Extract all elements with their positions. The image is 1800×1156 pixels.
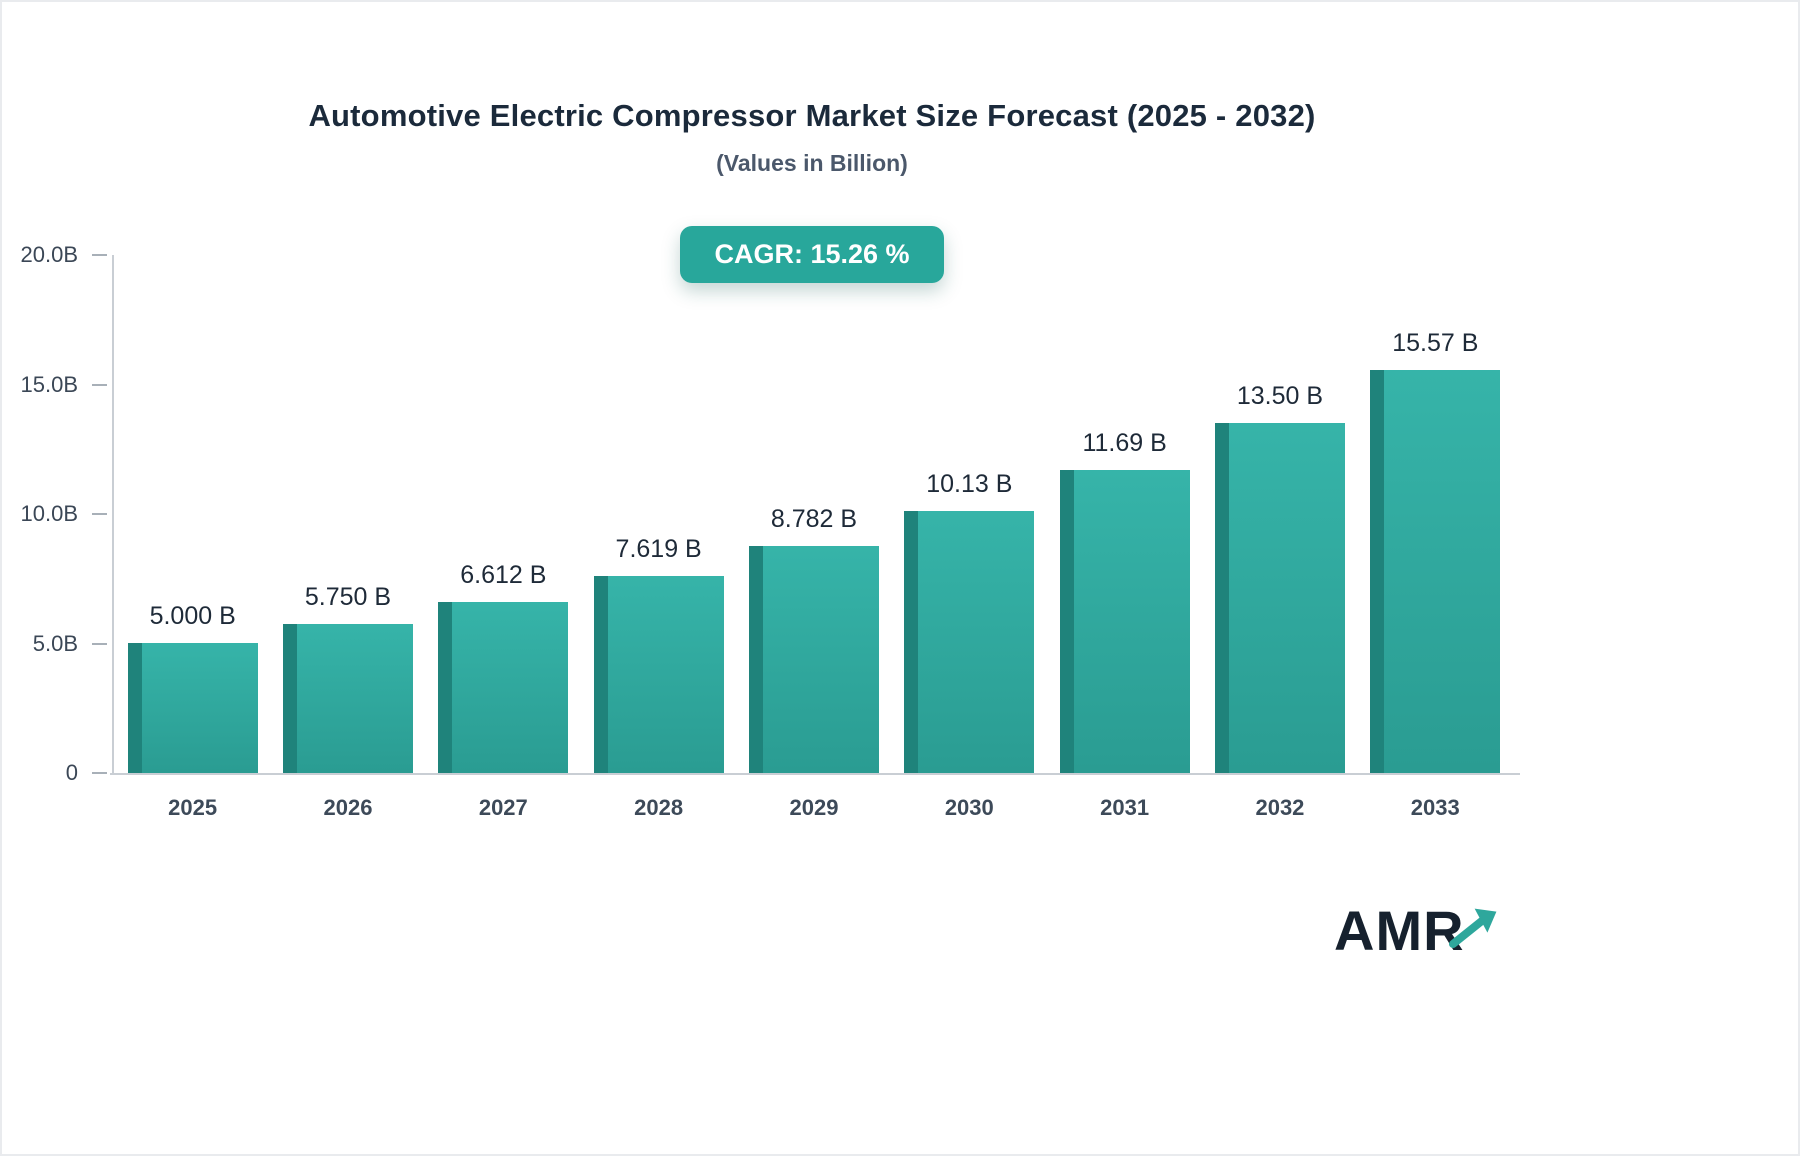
bar-band: 15.57 B 2033 bbox=[1358, 255, 1513, 820]
bar bbox=[748, 546, 879, 773]
x-axis-line bbox=[110, 773, 1520, 775]
bar-face bbox=[607, 576, 724, 773]
bar bbox=[127, 643, 258, 773]
bar-value-label: 5.000 B bbox=[149, 602, 236, 630]
y-tick-dash bbox=[92, 384, 107, 386]
y-tick-dash bbox=[92, 772, 107, 774]
bar-band: 5.750 B 2026 bbox=[270, 255, 425, 820]
bar-value-label: 5.750 B bbox=[304, 583, 392, 611]
bars-container: 5.000 B 2025 5.750 B 2026 6.612 B 2027 7.619 B… bbox=[115, 255, 1513, 820]
y-tick-label: 0 bbox=[65, 760, 78, 785]
bar-face bbox=[918, 511, 1035, 773]
x-axis-label: 2031 bbox=[1100, 795, 1150, 820]
y-tick-label: 15.0B bbox=[20, 372, 79, 397]
bar-value-label: 10.13 B bbox=[926, 470, 1013, 498]
bar-side-shade bbox=[1059, 470, 1074, 773]
bar-value-label: 8.782 B bbox=[770, 505, 858, 533]
bar-side-shade bbox=[127, 643, 142, 773]
bar-band: 13.50 B 2032 bbox=[1202, 255, 1357, 820]
bar-value-label: 11.69 B bbox=[1082, 429, 1167, 457]
bar-value-label: 15.57 B bbox=[1392, 329, 1479, 357]
cagr-badge: CAGR: 15.26 % bbox=[680, 226, 944, 283]
bar-band: 5.000 B 2025 bbox=[115, 255, 270, 820]
bar-value-label: 13.50 B bbox=[1236, 382, 1324, 410]
plot-area: 5.000 B 2025 5.750 B 2026 6.612 B 2027 7.619 B… bbox=[112, 255, 1513, 820]
y-axis: 20.0B 15.0B 10.0B 5.0B 0 bbox=[20, 242, 110, 785]
y-tick-label: 20.0B bbox=[20, 242, 79, 267]
bar-face bbox=[141, 643, 258, 773]
y-tick-dash bbox=[92, 643, 107, 645]
brand-logo-text: AMR bbox=[1334, 899, 1465, 962]
bar-side-shade bbox=[282, 624, 297, 773]
y-tick-dash bbox=[92, 513, 107, 515]
bar-face bbox=[762, 546, 879, 773]
bar-face bbox=[452, 602, 569, 773]
bar-face bbox=[296, 624, 413, 773]
y-tick-label: 10.0B bbox=[20, 501, 79, 526]
bar bbox=[438, 602, 569, 773]
bar bbox=[1214, 423, 1345, 773]
bar-side-shade bbox=[593, 576, 608, 773]
chart-subtitle: (Values in Billion) bbox=[716, 150, 908, 176]
bar bbox=[282, 624, 413, 773]
x-axis-label: 2032 bbox=[1255, 795, 1305, 820]
growth-arrow-icon bbox=[1448, 908, 1496, 948]
cagr-badge-row: CAGR: 15.26 % bbox=[2, 226, 1622, 283]
bar bbox=[1370, 370, 1501, 773]
y-tick-label: 5.0B bbox=[32, 631, 78, 656]
x-axis-label: 2030 bbox=[944, 795, 994, 820]
x-axis-label: 2033 bbox=[1410, 795, 1460, 820]
chart-title: Automotive Electric Compressor Market Si… bbox=[308, 98, 1316, 133]
x-axis-label: 2027 bbox=[478, 795, 528, 820]
bar-band: 8.782 B 2029 bbox=[736, 255, 891, 820]
bar-side-shade bbox=[438, 602, 453, 773]
bar-value-label: 6.612 B bbox=[460, 561, 547, 589]
bar-face bbox=[1228, 423, 1345, 773]
bar-face bbox=[1073, 470, 1190, 773]
bar-value-label: 7.619 B bbox=[615, 535, 702, 563]
bar bbox=[1059, 470, 1190, 773]
bar-band: 11.69 B 2031 bbox=[1047, 255, 1202, 820]
bar-band: 10.13 B 2030 bbox=[892, 255, 1047, 820]
bar-side-shade bbox=[904, 511, 919, 773]
x-axis-label: 2026 bbox=[323, 795, 373, 820]
bar-side-shade bbox=[748, 546, 763, 773]
bar-band: 6.612 B 2027 bbox=[426, 255, 581, 820]
brand-logo: AMR bbox=[1334, 898, 1501, 963]
bar bbox=[593, 576, 724, 773]
y-tick-dash bbox=[92, 254, 107, 256]
bar-face bbox=[1384, 370, 1501, 773]
x-axis-label: 2029 bbox=[789, 795, 839, 820]
x-axis-label: 2025 bbox=[168, 795, 218, 820]
bar-side-shade bbox=[1370, 370, 1385, 773]
bar-band: 7.619 B 2028 bbox=[581, 255, 736, 820]
bar-side-shade bbox=[1214, 423, 1229, 773]
bar bbox=[904, 511, 1035, 773]
x-axis-label: 2028 bbox=[634, 795, 684, 820]
